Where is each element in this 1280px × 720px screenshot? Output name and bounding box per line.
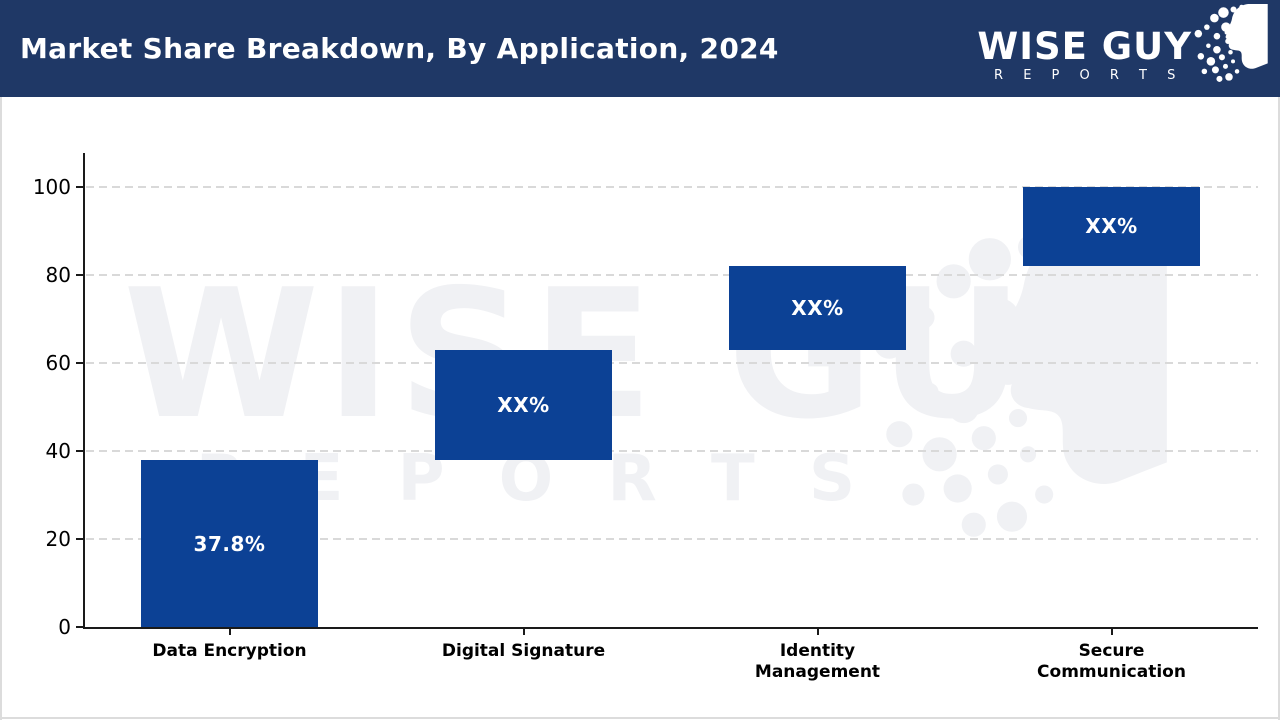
y-tick-80 [76, 273, 85, 276]
logo-subtitle: R E P O R T S [994, 67, 1184, 83]
x-tick-1 [522, 627, 525, 635]
wiseguy-logo-text: WISE GUY R E P O R T S [977, 28, 1192, 83]
x-tick-3 [1110, 627, 1113, 635]
x-tick-2 [816, 627, 819, 635]
y-tick-label-0: 0 [58, 615, 71, 639]
y-tick-100 [76, 185, 85, 188]
bar-value-label: 37.8% [193, 531, 266, 556]
bar-identity-management: XX% [729, 266, 906, 351]
bar-data-encryption: 37.8% [141, 460, 318, 627]
bar-value-label: XX% [497, 393, 550, 418]
page-title: Market Share Breakdown, By Application, … [20, 32, 779, 65]
y-tick-0 [76, 626, 85, 628]
bar-value-label: XX% [791, 296, 844, 321]
canvas-border-right [1278, 0, 1280, 720]
bar-value-label: XX% [1085, 214, 1138, 239]
canvas-border-left [0, 0, 2, 720]
y-tick-60 [76, 361, 85, 364]
y-tick-label-20: 20 [45, 526, 71, 551]
y-tick-label-80: 80 [45, 262, 71, 287]
y-tick-label-60: 60 [45, 350, 71, 375]
y-tick-label-40: 40 [45, 438, 71, 463]
x-tick-0 [228, 627, 231, 635]
wiseguy-head-icon [1194, 4, 1268, 82]
y-tick-40 [76, 449, 85, 452]
gridline-20 [86, 537, 1258, 540]
y-tick-label-100: 100 [32, 174, 71, 199]
wiseguy-logo: WISE GUY R E P O R T S [977, 4, 1268, 92]
logo-wordmark: WISE GUY [977, 24, 1192, 68]
report-header: Market Share Breakdown, By Application, … [0, 0, 1280, 97]
watermark-head-icon [874, 225, 1167, 537]
x-category-label-2: Identity Management [754, 641, 881, 682]
y-tick-20 [76, 537, 85, 540]
gridline-80 [86, 273, 1258, 276]
gridline-100 [86, 185, 1258, 188]
x-category-label-0: Data Encryption [152, 641, 307, 661]
gridline-60 [86, 361, 1258, 364]
bar-digital-signature: XX% [435, 350, 612, 461]
x-category-label-3: Secure Communication [1037, 641, 1186, 682]
x-axis-line [83, 627, 1258, 629]
y-axis-line [83, 153, 85, 629]
gridline-40 [86, 449, 1258, 452]
bar-secure-communication: XX% [1023, 186, 1200, 267]
x-category-label-1: Digital Signature [441, 641, 606, 661]
canvas-border-bottom [0, 717, 1280, 719]
